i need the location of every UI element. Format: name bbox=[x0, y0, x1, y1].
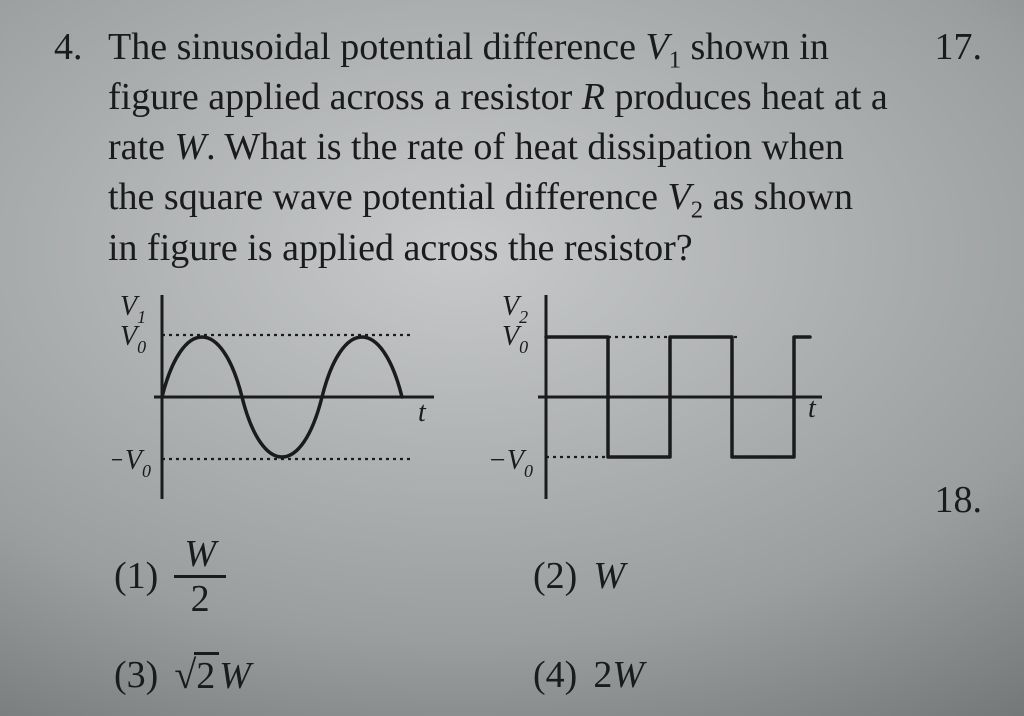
spacer bbox=[54, 273, 108, 275]
spacer-right bbox=[912, 273, 982, 275]
option-2: (2) W bbox=[533, 535, 912, 618]
option-1-value: W 2 bbox=[174, 535, 226, 618]
side-number-18: 18. bbox=[935, 478, 983, 522]
svg-text:t: t bbox=[418, 397, 427, 428]
side-number-17: 17. bbox=[912, 22, 982, 72]
figures: V1 V0 −V0 t V2 V0 −V0 t bbox=[112, 287, 912, 507]
option-1-label: (1) bbox=[114, 554, 158, 598]
option-3-value: √2W bbox=[174, 652, 251, 698]
svg-text:−V0: −V0 bbox=[112, 445, 151, 481]
option-4-label: (4) bbox=[533, 653, 577, 697]
option-3-label: (3) bbox=[114, 653, 158, 697]
option-1: (1) W 2 bbox=[114, 535, 493, 618]
option-4: (4) 2W bbox=[533, 652, 912, 698]
question-text: The sinusoidal potential difference V1 s… bbox=[108, 22, 912, 273]
page: 4. The sinusoidal potential difference V… bbox=[0, 0, 1024, 716]
option-4-value: 2W bbox=[593, 653, 644, 697]
figure-square: V2 V0 −V0 t bbox=[490, 287, 830, 507]
question-number: 4. bbox=[54, 22, 108, 72]
option-2-label: (2) bbox=[533, 554, 577, 598]
option-3: (3) √2W bbox=[114, 652, 493, 698]
figure-sine: V1 V0 −V0 t bbox=[112, 287, 442, 507]
question-row: 4. The sinusoidal potential difference V… bbox=[54, 22, 982, 273]
figures-row: V1 V0 −V0 t V2 V0 −V0 t bbox=[54, 273, 982, 698]
option-2-value: W bbox=[593, 554, 625, 598]
svg-text:t: t bbox=[808, 393, 817, 424]
options: (1) W 2 (2) W (3) √2W (4) bbox=[108, 535, 912, 698]
svg-text:−V0: −V0 bbox=[490, 445, 533, 481]
